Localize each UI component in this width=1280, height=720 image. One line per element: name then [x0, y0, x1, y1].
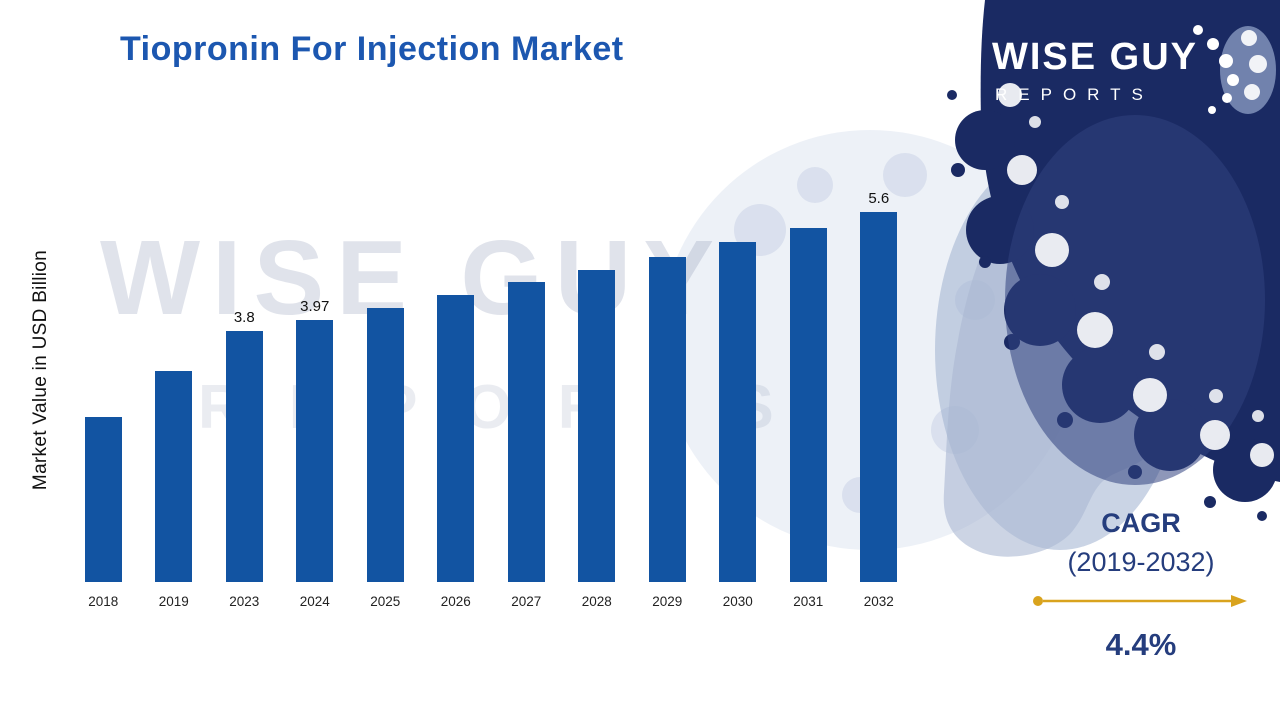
bar-2031: [789, 227, 827, 582]
bar-group-2019: [139, 370, 210, 582]
bar-group-2024: 3.97: [280, 298, 351, 582]
bar-group-2025: [350, 308, 421, 582]
x-tick-2026: 2026: [440, 594, 471, 609]
years-row: 2018 2019 2023 2024 2025 2026 2027 2028 2029 2030…: [68, 594, 914, 609]
x-tick-2028: 2028: [581, 594, 612, 609]
cagr-value: 4.4%: [1105, 627, 1177, 662]
x-tick-2025: 2025: [370, 594, 401, 609]
logo-face-icon: [1193, 25, 1276, 114]
bar-value-label-2024: 3.97: [300, 297, 330, 315]
brand-subname: REPORTS: [995, 85, 1154, 104]
bar-value-label-2023: 3.8: [233, 309, 255, 327]
bar-2023: [225, 331, 263, 582]
bar-2019: [155, 370, 193, 582]
bar-2024: [296, 319, 334, 582]
bar-group-2028: [562, 269, 633, 582]
x-tick-2024: 2024: [299, 594, 330, 609]
bar-group-2023: 3.8: [209, 309, 280, 582]
bar-2032: [860, 212, 898, 582]
x-tick-2029: 2029: [652, 594, 683, 609]
x-tick-2030: 2030: [722, 594, 753, 609]
x-tick-2027: 2027: [511, 594, 542, 609]
bar-group-2030: [703, 242, 774, 582]
x-tick-2023: 2023: [229, 594, 260, 609]
bar-value-label-2032: 5.6: [868, 190, 890, 208]
bar-2029: [648, 257, 686, 582]
bar-2027: [507, 282, 545, 582]
x-tick-2018: 2018: [88, 594, 119, 609]
bar-2026: [437, 294, 475, 582]
bars-row: 3.8 3.97 5.6: [68, 158, 914, 582]
bar-group-2032: 5.6: [844, 190, 915, 582]
bar-2028: [578, 269, 616, 582]
x-tick-2032: 2032: [863, 594, 894, 609]
bar-2030: [719, 242, 757, 582]
page-title: Tiopronin For Injection Market: [120, 30, 624, 68]
bar-chart: 3.8 3.97 5.6 2018 2019 2023 2024 2025 2026 2027 2…: [68, 158, 914, 609]
bar-2018: [84, 417, 122, 582]
x-tick-2031: 2031: [793, 594, 824, 609]
brand-logo: WISE GUY REPORTS: [992, 36, 1198, 105]
bar-group-2027: [491, 282, 562, 582]
y-axis-label: Market Value in USD Billion: [30, 249, 51, 491]
bar-group-2026: [421, 294, 492, 582]
bar-group-2031: [773, 227, 844, 582]
x-tick-2019: 2019: [158, 594, 189, 609]
face-profile-silhouette: [935, 150, 1185, 557]
cagr-block: CAGR (2019-2032) 4.4%: [1016, 508, 1266, 663]
cagr-label: CAGR: [1101, 508, 1181, 538]
cagr-arrow-icon: [1033, 595, 1247, 607]
bar-group-2029: [632, 257, 703, 582]
bar-group-2018: [68, 417, 139, 582]
brand-name: WISE GUY: [992, 36, 1199, 78]
cagr-range: (2019-2032): [1067, 547, 1215, 577]
bar-2025: [366, 308, 404, 582]
